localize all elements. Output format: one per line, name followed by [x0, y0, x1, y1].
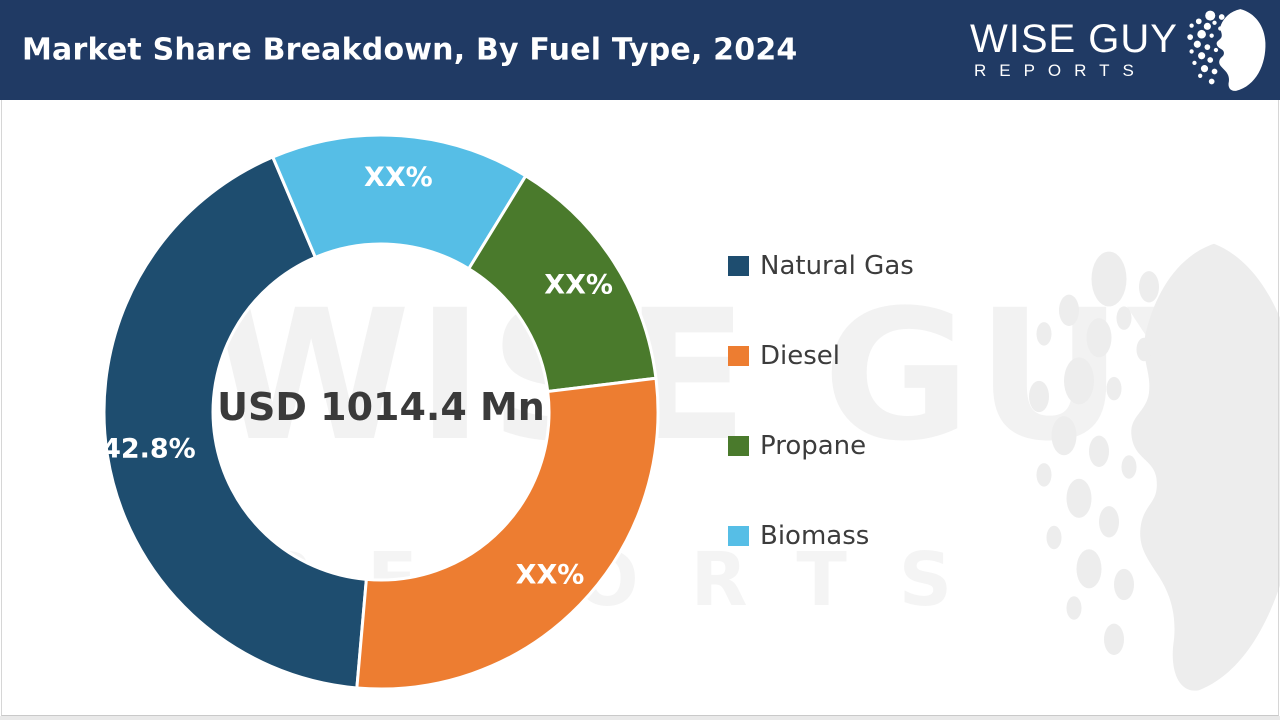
- legend-item-biomass: Biomass: [728, 522, 914, 550]
- pie-value-label-diesel: XX%: [516, 560, 585, 591]
- legend-swatch-icon: [728, 256, 749, 276]
- logo-dot: [1189, 23, 1194, 28]
- legend-label: Natural Gas: [760, 251, 914, 281]
- pie-value-label-natural-gas: 42.8%: [102, 433, 196, 464]
- logo-dot: [1064, 357, 1094, 405]
- logo-dot: [1187, 34, 1194, 40]
- logo-dot: [1209, 33, 1214, 38]
- logo-wordmark: WISE GUY: [969, 17, 1178, 61]
- logo-dot: [1192, 60, 1197, 66]
- logo-dot: [1114, 568, 1134, 601]
- legend-label: Diesel: [760, 341, 841, 371]
- page-title: Market Share Breakdown, By Fuel Type, 20…: [22, 32, 798, 68]
- legend-label: Propane: [760, 431, 867, 461]
- legend-item-propane: Propane: [728, 432, 914, 460]
- head-profile-shape: [1216, 9, 1266, 91]
- header: Market Share Breakdown, By Fuel Type, 20…: [0, 0, 1280, 100]
- legend-swatch-icon: [728, 526, 749, 546]
- chart-center-value: USD 1014.4 Mn: [217, 385, 545, 429]
- logo-dot: [1099, 506, 1119, 538]
- logo-dot: [1193, 40, 1201, 48]
- logo-dot: [1066, 478, 1092, 518]
- logo-dot: [1139, 271, 1159, 303]
- logo-dot: [1208, 78, 1215, 85]
- logo-dot: [1213, 47, 1219, 53]
- logo-dot: [1204, 44, 1211, 50]
- logo-dot: [1136, 337, 1152, 362]
- logo-dot: [1106, 376, 1122, 401]
- legend-item-diesel: Diesel: [728, 342, 914, 370]
- logo-dot: [1059, 294, 1079, 326]
- logo-dot: [1198, 73, 1203, 78]
- wiseguy-logo: WISE GUY REPORTS: [970, 0, 1270, 100]
- logo-dot: [1036, 322, 1052, 346]
- logo-dot: [1189, 49, 1194, 54]
- head-profile-shape: [1131, 243, 1280, 691]
- logo-dot: [1207, 57, 1214, 63]
- logo-dot: [1086, 318, 1112, 358]
- logo-dot: [1211, 68, 1218, 75]
- logo-dot: [1116, 306, 1132, 330]
- watermark-face-icon: [1029, 243, 1280, 691]
- logo-dot: [1091, 251, 1127, 307]
- logo-dot: [1198, 52, 1206, 60]
- logo-dot: [1218, 14, 1225, 20]
- pie-value-label-propane: XX%: [544, 269, 613, 300]
- logo-dot: [1076, 549, 1102, 589]
- logo-dot: [1121, 455, 1137, 479]
- legend-swatch-icon: [728, 346, 749, 366]
- legend-label: Biomass: [760, 521, 870, 551]
- logo-dot: [1200, 65, 1209, 73]
- logo-dot: [1104, 623, 1124, 655]
- page-bottom-strip: [0, 716, 1280, 720]
- logo-dot: [1195, 18, 1202, 25]
- logo-dot: [1197, 29, 1206, 39]
- logo-dot: [1205, 10, 1216, 21]
- logo-dot: [1089, 435, 1109, 467]
- legend-item-natural-gas: Natural Gas: [728, 252, 914, 280]
- logo-dot: [1203, 22, 1211, 30]
- pie-segment-natural-gas: [102, 155, 368, 690]
- wiseguy-face-icon: [1187, 9, 1266, 91]
- legend-swatch-icon: [728, 436, 749, 456]
- logo-subtext: REPORTS: [973, 61, 1147, 80]
- logo-dot: [1212, 20, 1217, 25]
- pie-value-label-biomass: XX%: [364, 162, 433, 193]
- logo-dot: [1066, 596, 1082, 620]
- logo-dot: [1046, 525, 1062, 550]
- logo-dot: [1051, 416, 1077, 456]
- logo-dot: [1218, 26, 1223, 31]
- logo-text: WISE GUY REPORTS: [970, 19, 1178, 81]
- pie-segment-diesel: [355, 376, 660, 691]
- logo-dot: [1029, 380, 1049, 413]
- logo-dot: [1036, 463, 1052, 487]
- chart-legend: Natural Gas Diesel Propane Biomass: [728, 252, 914, 550]
